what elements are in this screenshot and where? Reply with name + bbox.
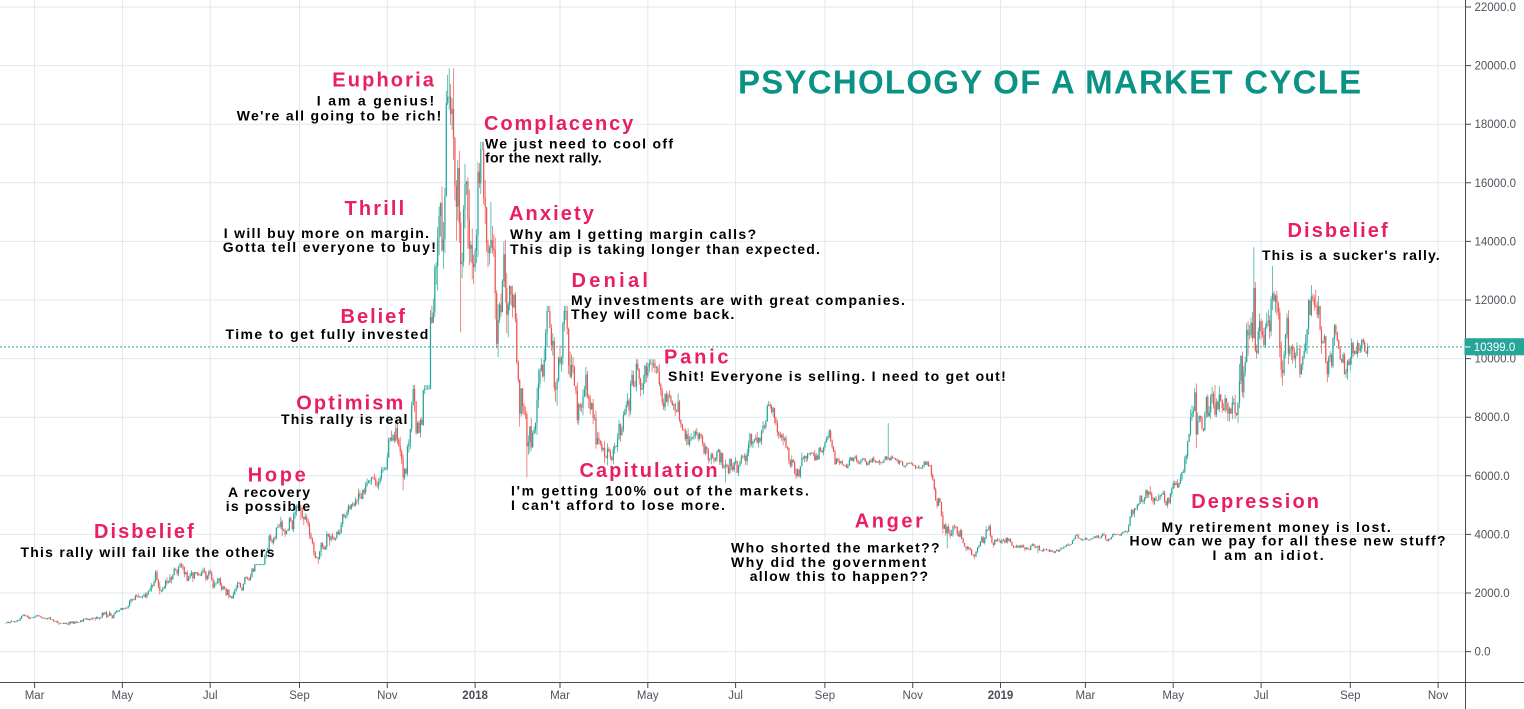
svg-text:This is a sucker's rally.: This is a sucker's rally. bbox=[1262, 247, 1441, 263]
svg-text:Complacency: Complacency bbox=[484, 113, 635, 135]
svg-text:2019: 2019 bbox=[988, 690, 1014, 702]
svg-text:My retirement money is lost.: My retirement money is lost. bbox=[1162, 519, 1393, 535]
svg-text:allow this to happen??: allow this to happen?? bbox=[750, 568, 930, 584]
svg-text:A recovery: A recovery bbox=[228, 484, 311, 500]
svg-text:22000.0: 22000.0 bbox=[1475, 2, 1517, 14]
svg-text:is possible: is possible bbox=[226, 498, 312, 514]
svg-text:Disbelief: Disbelief bbox=[1288, 220, 1390, 242]
svg-text:Jul: Jul bbox=[1254, 690, 1269, 702]
svg-text:Panic: Panic bbox=[664, 346, 731, 368]
svg-text:I will buy more on margin.: I will buy more on margin. bbox=[224, 225, 431, 241]
svg-text:Nov: Nov bbox=[1428, 690, 1449, 702]
svg-text:I am an idiot.: I am an idiot. bbox=[1213, 547, 1326, 563]
svg-text:Denial: Denial bbox=[572, 270, 652, 292]
svg-text:Euphoria: Euphoria bbox=[332, 69, 436, 91]
svg-text:Sep: Sep bbox=[289, 690, 309, 702]
svg-text:Sep: Sep bbox=[1340, 690, 1360, 702]
svg-text:May: May bbox=[1162, 690, 1184, 702]
svg-text:10000.0: 10000.0 bbox=[1475, 354, 1517, 366]
svg-text:Mar: Mar bbox=[25, 690, 45, 702]
svg-text:Shit! Everyone is selling. I n: Shit! Everyone is selling. I need to get… bbox=[668, 368, 1007, 384]
svg-text:My investments are with great: My investments are with great companies. bbox=[571, 292, 906, 308]
svg-text:Anxiety: Anxiety bbox=[509, 203, 596, 225]
svg-text:Time to get fully invested: Time to get fully invested bbox=[226, 326, 430, 342]
svg-text:We're all going to be rich!: We're all going to be rich! bbox=[237, 107, 443, 123]
svg-text:6000.0: 6000.0 bbox=[1475, 471, 1510, 483]
svg-text:20000.0: 20000.0 bbox=[1475, 61, 1517, 73]
svg-text:I am a genius!: I am a genius! bbox=[317, 93, 436, 109]
svg-text:How can we pay for all these n: How can we pay for all these new stuff? bbox=[1130, 532, 1447, 548]
svg-text:18000.0: 18000.0 bbox=[1475, 119, 1517, 131]
svg-text:Sep: Sep bbox=[815, 690, 835, 702]
svg-text:Who shorted the market??: Who shorted the market?? bbox=[731, 539, 941, 555]
svg-text:This rally will fail like the: This rally will fail like the others bbox=[21, 544, 276, 560]
svg-text:4000.0: 4000.0 bbox=[1475, 529, 1510, 541]
svg-text:16000.0: 16000.0 bbox=[1475, 178, 1517, 190]
svg-text:Optimism: Optimism bbox=[296, 392, 405, 414]
svg-text:Why did the government: Why did the government bbox=[731, 554, 928, 570]
svg-text:0.0: 0.0 bbox=[1475, 647, 1491, 659]
svg-text:This dip is taking longer than: This dip is taking longer than expected. bbox=[510, 241, 821, 257]
svg-text:PSYCHOLOGY OF A MARKET CYCLE: PSYCHOLOGY OF A MARKET CYCLE bbox=[738, 64, 1362, 101]
svg-text:Thrill: Thrill bbox=[345, 198, 407, 220]
svg-text:Depression: Depression bbox=[1191, 491, 1321, 513]
svg-text:Anger: Anger bbox=[855, 510, 926, 532]
svg-text:2000.0: 2000.0 bbox=[1475, 588, 1510, 600]
svg-text:Nov: Nov bbox=[377, 690, 398, 702]
svg-text:Capitulation: Capitulation bbox=[580, 460, 720, 482]
svg-text:Why am I getting margin calls?: Why am I getting margin calls? bbox=[510, 226, 758, 242]
svg-text:I can't afford to lose more.: I can't afford to lose more. bbox=[511, 497, 726, 513]
svg-text:10399.0: 10399.0 bbox=[1474, 342, 1516, 354]
svg-text:Nov: Nov bbox=[902, 690, 923, 702]
svg-text:Mar: Mar bbox=[550, 690, 570, 702]
svg-text:12000.0: 12000.0 bbox=[1475, 295, 1517, 307]
svg-text:8000.0: 8000.0 bbox=[1475, 412, 1510, 424]
svg-text:Belief: Belief bbox=[341, 306, 407, 328]
svg-text:Disbelief: Disbelief bbox=[94, 521, 196, 543]
svg-text:14000.0: 14000.0 bbox=[1475, 236, 1517, 248]
svg-text:May: May bbox=[637, 690, 659, 702]
svg-text:This rally is real: This rally is real bbox=[281, 411, 409, 427]
svg-text:We just need to cool off: We just need to cool off bbox=[485, 135, 674, 151]
svg-text:2018: 2018 bbox=[462, 690, 488, 702]
svg-text:Gotta tell everyone to buy!: Gotta tell everyone to buy! bbox=[223, 239, 438, 255]
svg-text:for the next rally.: for the next rally. bbox=[485, 150, 602, 166]
svg-text:Mar: Mar bbox=[1075, 690, 1095, 702]
svg-text:May: May bbox=[112, 690, 134, 702]
svg-text:They will come back.: They will come back. bbox=[571, 306, 736, 322]
svg-text:Hope: Hope bbox=[248, 465, 309, 487]
svg-text:Jul: Jul bbox=[203, 690, 218, 702]
svg-text:I'm getting 100% out of the ma: I'm getting 100% out of the markets. bbox=[511, 483, 811, 499]
svg-text:Jul: Jul bbox=[728, 690, 743, 702]
